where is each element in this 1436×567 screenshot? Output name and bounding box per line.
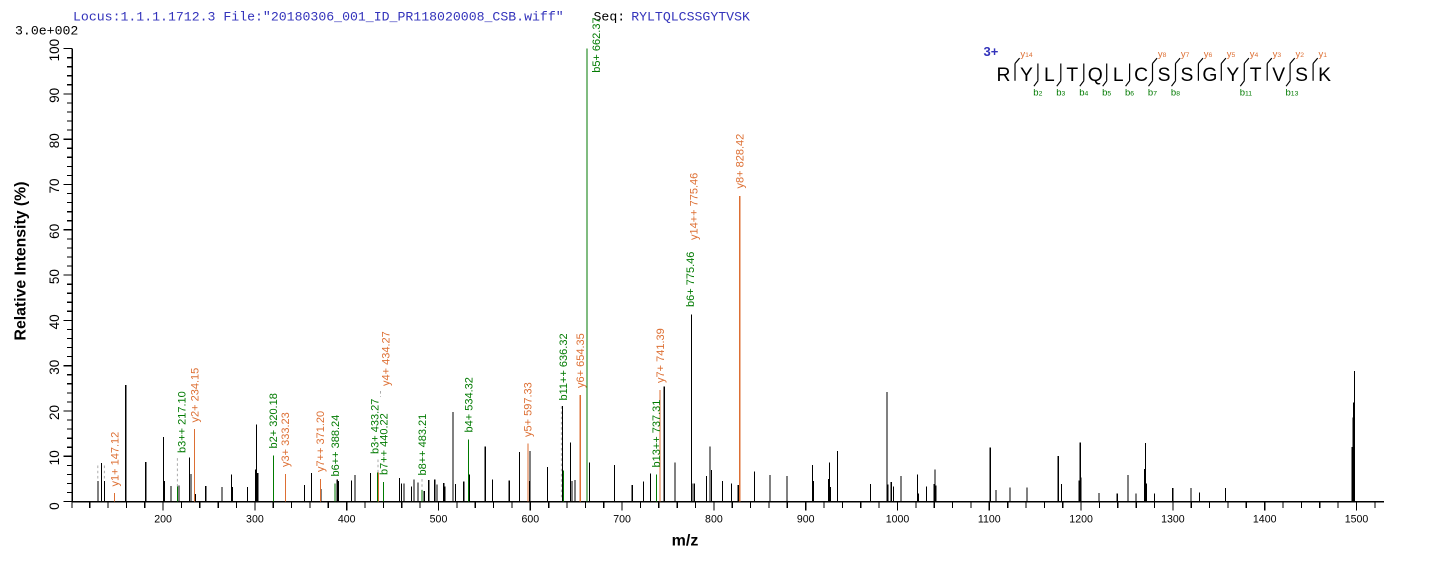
svg-text:R: R — [997, 65, 1011, 86]
svg-text:G: G — [1202, 65, 1217, 86]
svg-text:b3+ 433.27: b3+ 433.27 — [370, 399, 382, 454]
svg-text:400: 400 — [338, 513, 356, 525]
svg-text:y7+ 741.39: y7+ 741.39 — [655, 328, 667, 383]
svg-text:3.0e+002: 3.0e+002 — [15, 24, 78, 39]
svg-text:V: V — [1272, 65, 1285, 86]
svg-text:90: 90 — [47, 88, 62, 103]
svg-text:b2: b2 — [1033, 87, 1042, 98]
svg-text:500: 500 — [430, 513, 448, 525]
svg-text:m/z: m/z — [672, 533, 699, 550]
svg-text:y5: y5 — [1227, 49, 1236, 60]
svg-text:y4+ 434.27: y4+ 434.27 — [380, 331, 392, 386]
svg-text:RYLTQLCSSGYTVSK: RYLTQLCSSGYTVSK — [631, 9, 750, 24]
svg-text:b7: b7 — [1148, 87, 1157, 98]
svg-text:T: T — [1250, 65, 1262, 86]
svg-text:700: 700 — [613, 513, 631, 525]
svg-text:b5: b5 — [1102, 87, 1111, 98]
svg-text:b3: b3 — [1056, 87, 1065, 98]
svg-text:y6: y6 — [1204, 49, 1213, 60]
svg-text:b6++ 388.24: b6++ 388.24 — [330, 415, 342, 477]
svg-text:b2+ 320.18: b2+ 320.18 — [268, 393, 280, 448]
svg-text:y1+ 147.12: y1+ 147.12 — [109, 432, 121, 487]
svg-text:y6+ 654.35: y6+ 654.35 — [575, 333, 587, 388]
svg-text:1200: 1200 — [1069, 513, 1093, 525]
svg-text:1000: 1000 — [886, 513, 910, 525]
svg-text:80: 80 — [47, 133, 62, 148]
svg-text:S: S — [1295, 65, 1308, 86]
svg-text:1300: 1300 — [1161, 513, 1185, 525]
svg-text:10: 10 — [47, 450, 62, 465]
svg-text:b11: b11 — [1240, 87, 1253, 98]
svg-text:Y: Y — [1226, 65, 1239, 86]
svg-text:y5+ 597.33: y5+ 597.33 — [523, 382, 535, 437]
svg-text:b7++ 440.22: b7++ 440.22 — [378, 413, 390, 475]
svg-text:600: 600 — [521, 513, 539, 525]
svg-text:b3++ 217.10: b3++ 217.10 — [177, 391, 189, 453]
svg-text:y3: y3 — [1273, 49, 1282, 60]
svg-text:b13: b13 — [1286, 87, 1299, 98]
svg-text:y2+ 234.15: y2+ 234.15 — [189, 368, 201, 423]
svg-text:b6: b6 — [1125, 87, 1134, 98]
svg-text:30: 30 — [47, 360, 62, 375]
svg-text:C: C — [1134, 65, 1148, 86]
svg-text:20: 20 — [47, 405, 62, 420]
svg-text:y8: y8 — [1158, 49, 1167, 60]
svg-text:y7: y7 — [1181, 49, 1190, 60]
svg-text:y1: y1 — [1319, 49, 1328, 60]
svg-text:0: 0 — [47, 502, 62, 510]
svg-text:y14: y14 — [1020, 49, 1033, 60]
svg-text:y3+ 333.23: y3+ 333.23 — [280, 412, 292, 467]
svg-text:T: T — [1066, 65, 1078, 86]
svg-text:S: S — [1180, 65, 1193, 86]
svg-text:L: L — [1044, 65, 1055, 86]
svg-text:Relative Intensity (%): Relative Intensity (%) — [13, 182, 30, 341]
svg-text:L: L — [1113, 65, 1124, 86]
svg-text:Locus:1.1.1.1712.3 File:"20180: Locus:1.1.1.1712.3 File:"20180306_001_ID… — [73, 9, 564, 24]
svg-text:b5+ 662.37: b5+ 662.37 — [591, 17, 603, 72]
svg-text:b13++ 737.31: b13++ 737.31 — [651, 400, 663, 468]
svg-text:y7++ 371.20: y7++ 371.20 — [315, 411, 327, 472]
svg-text:y4: y4 — [1250, 49, 1259, 60]
svg-text:Y: Y — [1020, 65, 1033, 86]
svg-text:Seq:: Seq: — [594, 9, 626, 24]
svg-text:200: 200 — [154, 513, 172, 525]
svg-text:300: 300 — [246, 513, 264, 525]
svg-text:900: 900 — [797, 513, 815, 525]
svg-text:b6+ 775.46: b6+ 775.46 — [685, 252, 697, 307]
svg-text:60: 60 — [47, 224, 62, 239]
svg-text:b11++ 636.32: b11++ 636.32 — [558, 333, 570, 400]
svg-text:b4+ 534.32: b4+ 534.32 — [463, 377, 475, 432]
svg-text:S: S — [1158, 65, 1171, 86]
svg-text:b4: b4 — [1079, 87, 1088, 98]
svg-text:y14++ 775.46: y14++ 775.46 — [688, 173, 700, 240]
svg-text:40: 40 — [47, 314, 62, 329]
svg-text:100: 100 — [47, 39, 62, 62]
svg-text:1100: 1100 — [978, 513, 1001, 525]
svg-text:50: 50 — [47, 269, 62, 284]
svg-text:800: 800 — [705, 513, 723, 525]
svg-text:K: K — [1318, 65, 1331, 86]
svg-text:70: 70 — [47, 178, 62, 193]
svg-text:y8+ 828.42: y8+ 828.42 — [734, 134, 746, 189]
svg-text:1400: 1400 — [1253, 513, 1277, 525]
svg-text:y2: y2 — [1296, 49, 1305, 60]
svg-text:b8: b8 — [1171, 87, 1180, 98]
svg-text:Q: Q — [1088, 65, 1103, 86]
svg-text:b8++ 483.21: b8++ 483.21 — [417, 414, 429, 476]
svg-text:1500: 1500 — [1345, 513, 1369, 525]
svg-text:3+: 3+ — [984, 44, 999, 59]
